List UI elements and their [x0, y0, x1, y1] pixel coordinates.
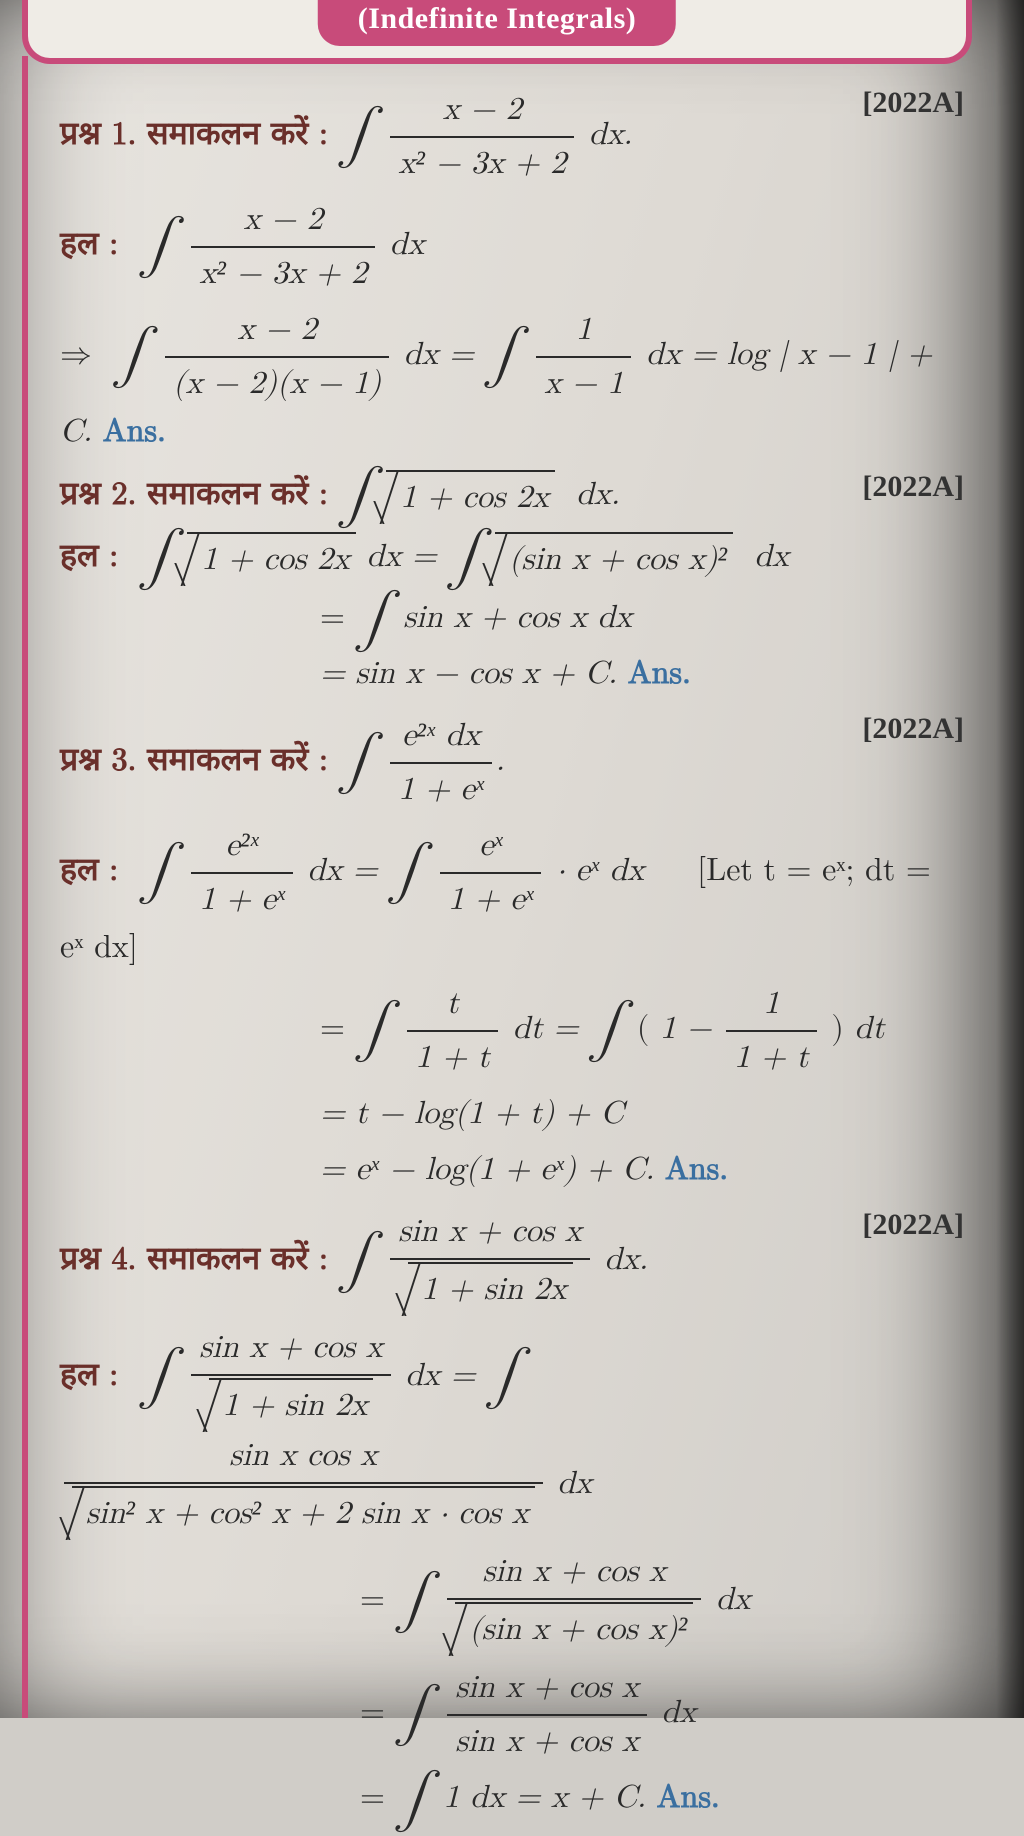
q4-r4: 1 dx = x + C.: [443, 1782, 646, 1814]
q1-step2: x − 2 (x − 2)(x − 1): [165, 306, 389, 408]
dx: dx: [754, 541, 789, 573]
q4-r2: sin x + cos x (sin x + cos x)²: [447, 1548, 701, 1656]
dx: · eˣ dx: [556, 855, 644, 887]
q1: प्रश्न 1. समाकलन करें : ∫ x − 2 x² − 3x …: [60, 86, 964, 456]
integral-icon: ∫: [486, 1356, 523, 1395]
dx: dx =: [404, 339, 474, 371]
q1-step3: 1 x − 1: [536, 306, 631, 408]
integral-icon: ∫: [339, 1240, 376, 1279]
dt: dt =: [513, 1013, 579, 1045]
q3-integrand: e²ˣ dx 1 + eˣ: [390, 712, 491, 814]
content: प्रश्न 1. समाकलन करें : ∫ x − 2 x² − 3x …: [60, 78, 964, 1836]
q2-rhs1: (sin x + cos x)²: [495, 532, 733, 586]
eq: =: [360, 1697, 385, 1729]
q2-label: प्रश्न 2.: [60, 479, 136, 511]
book-spine-shadow: [996, 0, 1024, 1718]
q4-r1: sin x cos x sin² x + cos² x + 2 sin x · …: [64, 1432, 543, 1540]
left-border: [22, 56, 28, 1718]
q3-s1: e²ˣ 1 + eˣ: [191, 822, 292, 924]
q1-integrand: x − 2 x² − 3x + 2: [390, 86, 574, 188]
eq: =: [320, 1013, 345, 1045]
q4-r3: sin x + cos x sin x + cos x: [447, 1664, 646, 1766]
dx: dx: [661, 1697, 696, 1729]
dx: dx.: [604, 1244, 648, 1276]
integral-icon: ∫: [396, 1779, 433, 1818]
q2-prompt: समाकलन करें :: [147, 479, 328, 511]
page: (Indefinite Integrals) प्रश्न 1. समाकलन …: [0, 0, 1024, 1718]
integral-icon: ∫: [396, 1580, 433, 1619]
dx: dx =: [307, 855, 377, 887]
q3-s4: = t − log(1 + t) + C: [320, 1098, 624, 1130]
q1-hal: हल :: [60, 229, 118, 261]
q3-s3b: 1 1 + t: [726, 980, 817, 1082]
q2-hal: हल :: [60, 541, 118, 573]
q4-integrand: sin x + cos x 1 + sin 2x: [390, 1208, 589, 1316]
q1-ans: Ans.: [103, 416, 166, 448]
integral-icon: ∫: [339, 115, 376, 154]
q4-prompt: समाकलन करें :: [147, 1244, 328, 1276]
integral-icon: ∫: [139, 851, 176, 890]
q3-s2: eˣ 1 + eˣ: [440, 822, 541, 924]
eq: =: [360, 1584, 385, 1616]
q1-step1: x − 2 x² − 3x + 2: [191, 196, 375, 298]
q3-hal: हल :: [60, 855, 118, 887]
q3-s5: = eˣ − log(1 + eˣ) + C.: [320, 1154, 654, 1186]
q1-dx: dx.: [589, 119, 633, 151]
q2-rhs3: = sin x − cos x + C.: [320, 658, 617, 690]
header-border: (Indefinite Integrals): [22, 0, 972, 64]
q2-ans: Ans.: [628, 658, 691, 690]
integral-icon: ∫: [356, 599, 393, 638]
q4-year: [2022A]: [862, 1208, 964, 1242]
paren-icon: ): [831, 1013, 843, 1045]
integral-icon: ∫: [356, 1009, 393, 1048]
q2: प्रश्न 2. समाकलन करें : ∫ 1 + cos 2x dx.…: [60, 470, 964, 698]
q4-label: प्रश्न 4.: [60, 1244, 136, 1276]
q2-rhs2: sin x + cos x dx: [403, 602, 632, 634]
q3-label: प्रश्न 3.: [60, 745, 136, 777]
q3-prompt: समाकलन करें :: [147, 745, 328, 777]
q1-year: [2022A]: [862, 86, 964, 120]
integral-icon: ∫: [339, 741, 376, 780]
q2-integrand: 1 + cos 2x: [386, 470, 554, 524]
q3-s3a: t 1 + t: [407, 980, 498, 1082]
integral-icon: ∫: [484, 335, 521, 374]
arrow-icon: ⇒: [60, 339, 92, 371]
q3: प्रश्न 3. समाकलन करें : ∫ e²ˣ dx 1 + eˣ …: [60, 712, 964, 1194]
q4-ans: Ans.: [657, 1782, 720, 1814]
integral-icon: ∫: [388, 851, 425, 890]
dx: dx.: [576, 479, 620, 511]
eq: =: [360, 1782, 385, 1814]
q4-lhs: sin x + cos x 1 + sin 2x: [191, 1324, 390, 1432]
q1-prompt: समाकलन करें :: [147, 119, 328, 151]
header-title: (Indefinite Integrals): [318, 0, 676, 46]
dot: .: [496, 745, 505, 777]
integral-icon: ∫: [139, 225, 176, 264]
integral-icon: ∫: [113, 335, 150, 374]
q1-label: प्रश्न 1.: [60, 119, 136, 151]
minus: 1 −: [660, 1013, 712, 1045]
dx: dx =: [405, 1360, 475, 1392]
q2-year: [2022A]: [862, 470, 964, 504]
dx: dx =: [366, 541, 436, 573]
paren-icon: (: [637, 1013, 649, 1045]
q3-year: [2022A]: [862, 712, 964, 746]
q4-hal: हल :: [60, 1360, 118, 1392]
dt: dt: [854, 1013, 884, 1045]
integral-icon: ∫: [589, 1009, 626, 1048]
integral-icon: ∫: [396, 1693, 433, 1732]
q3-ans: Ans.: [665, 1154, 728, 1186]
dx: dx: [557, 1468, 592, 1500]
dx: dx: [716, 1584, 751, 1616]
q4: प्रश्न 4. समाकलन करें : ∫ sin x + cos x …: [60, 1208, 964, 1822]
eq: =: [320, 602, 345, 634]
q2-lhs: 1 + cos 2x: [187, 532, 355, 586]
integral-icon: ∫: [139, 1356, 176, 1395]
dx: dx: [390, 229, 425, 261]
